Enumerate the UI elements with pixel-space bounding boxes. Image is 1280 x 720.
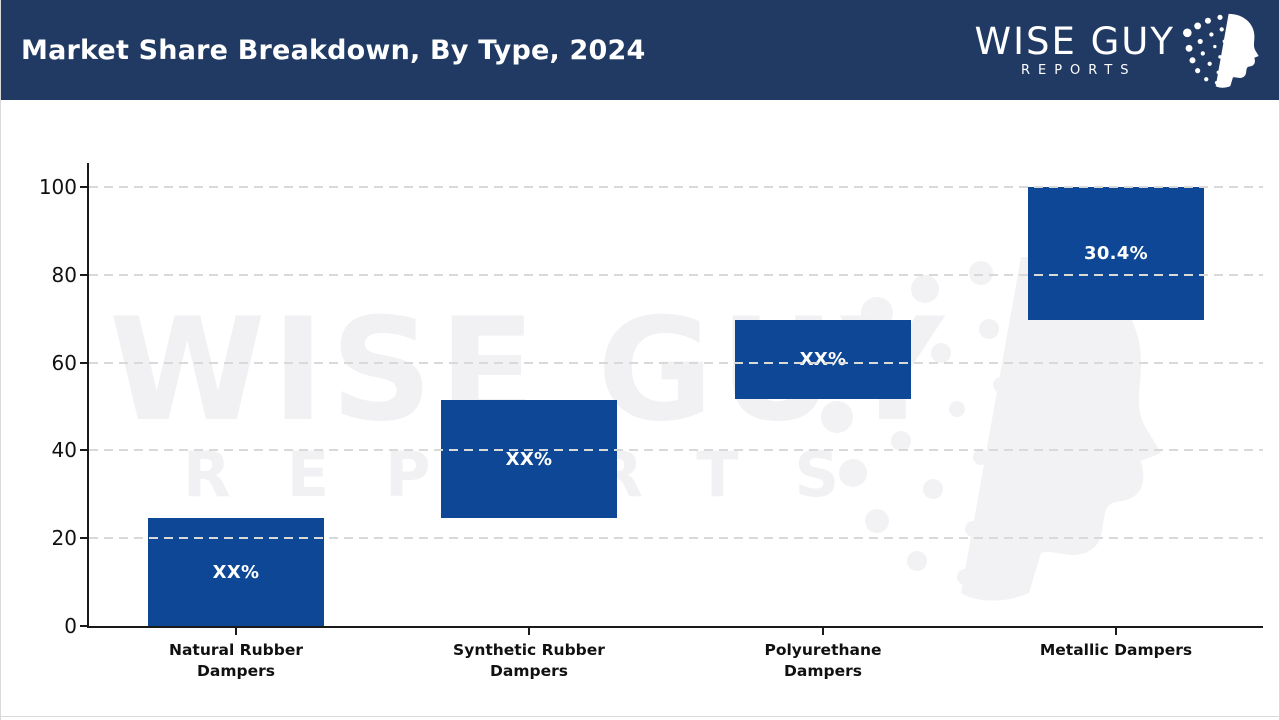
y-tick-label-80: 80 (51, 263, 77, 287)
page-title: Market Share Breakdown, By Type, 2024 (21, 34, 646, 66)
bar-value-label: 30.4% (1084, 243, 1148, 264)
bar-synthetic-rubber-dampers: XX% (441, 400, 617, 518)
y-tick-label-20: 20 (51, 526, 77, 550)
y-tick-80 (80, 274, 87, 276)
bottom-divider (1, 716, 1279, 717)
logo-face-icon (1183, 13, 1259, 88)
category-label-line: Synthetic Rubber (453, 641, 605, 659)
logo-text: WISE GUY REPORTS (974, 19, 1175, 78)
y-tick-label-40: 40 (51, 438, 77, 462)
category-label-polyurethane-dampers: Polyurethane Dampers (673, 640, 973, 682)
gridline-40 (89, 449, 1263, 451)
logo-wise-guy-text: WISE GUY (974, 19, 1175, 63)
gridline-100 (89, 186, 1263, 188)
y-axis-line (87, 163, 89, 628)
logo-reports-text: REPORTS (1020, 62, 1137, 78)
category-label-synthetic-rubber-dampers: Synthetic Rubber Dampers (379, 640, 679, 682)
category-label-metallic-dampers: Metallic Dampers (966, 640, 1266, 661)
category-label-natural-rubber-dampers: Natural Rubber Dampers (86, 640, 386, 682)
y-tick-20 (80, 537, 87, 539)
gridline-20 (89, 537, 1263, 539)
bar-natural-rubber-dampers: XX% (148, 518, 324, 626)
category-label-line: Polyurethane (764, 641, 882, 659)
y-tick-60 (80, 362, 87, 364)
y-tick-40 (80, 449, 87, 451)
header-banner: Market Share Breakdown, By Type, 2024 WI… (1, 0, 1279, 100)
category-label-line: Dampers (784, 662, 862, 680)
category-label-line: Metallic Dampers (1039, 641, 1193, 659)
y-tick-label-0: 0 (64, 614, 77, 638)
watermark-face-dots (809, 257, 1161, 601)
category-label-line: Dampers (490, 662, 568, 680)
wise-guy-reports-logo: WISE GUY REPORTS (975, 7, 1263, 93)
x-tick-natural-rubber-dampers (235, 628, 237, 635)
bar-value-label: XX% (799, 349, 847, 370)
x-tick-polyurethane-dampers (822, 628, 824, 635)
y-tick-label-100: 100 (38, 175, 77, 199)
bar-metallic-dampers: 30.4% (1028, 187, 1204, 320)
gridline-60 (89, 362, 1263, 364)
gridline-80 (89, 274, 1263, 276)
bar-value-label: XX% (505, 448, 553, 470)
x-axis-line (87, 626, 1263, 628)
bar-polyurethane-dampers: XX% (735, 320, 911, 399)
category-label-line: Natural Rubber (168, 641, 303, 659)
y-tick-0 (80, 625, 87, 627)
y-tick-100 (80, 186, 87, 188)
x-tick-synthetic-rubber-dampers (528, 628, 530, 635)
plot-area: XX% XX% XX% 30.4% 0 20 40 60 80 100 Natural Rubber… (1, 100, 1279, 716)
x-tick-metallic-dampers (1115, 628, 1117, 635)
category-label-line: Dampers (197, 662, 275, 680)
bar-value-label: XX% (212, 561, 260, 583)
y-tick-label-60: 60 (51, 351, 77, 375)
